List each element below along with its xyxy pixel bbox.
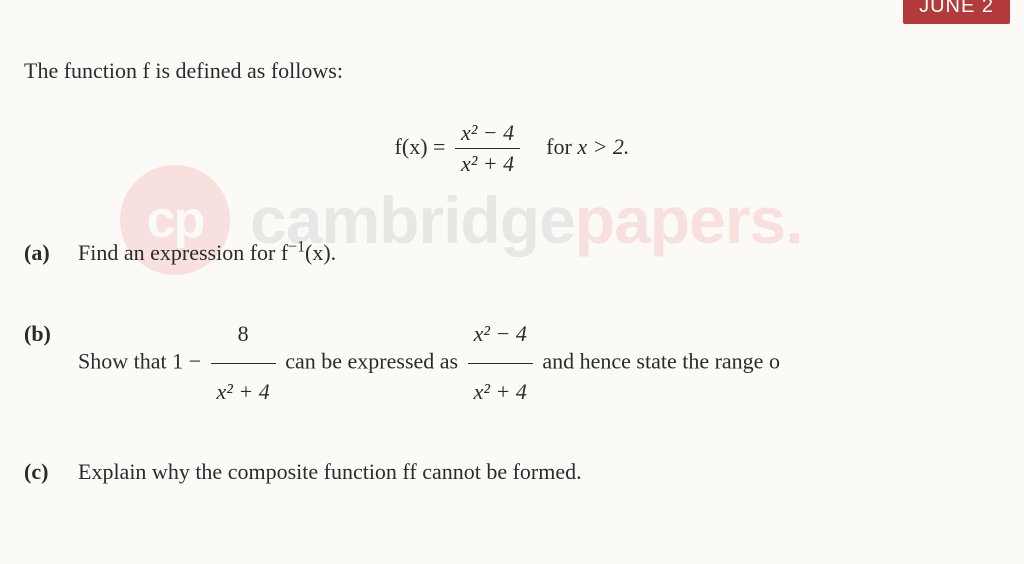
part-b-body: Show that 1 − 8 x² + 4 can be expressed …: [78, 308, 1000, 419]
part-b-fraction-1: 8 x² + 4: [211, 308, 276, 419]
part-a-label: (a): [24, 227, 78, 280]
function-definition: f(x) = x² − 4 x² + 4 for x > 2.: [24, 120, 1000, 177]
eq-fraction: x² − 4 x² + 4: [455, 120, 520, 177]
part-c: (c) Explain why the composite function f…: [24, 446, 1000, 499]
part-c-body: Explain why the composite function ff ca…: [78, 446, 1000, 499]
date-badge: JUNE 2: [903, 0, 1010, 24]
part-b: (b) Show that 1 − 8 x² + 4 can be expres…: [24, 308, 1000, 419]
part-b-label: (b): [24, 308, 78, 419]
intro-text: The function f is defined as follows:: [24, 58, 1000, 84]
part-a: (a) Find an expression for f−1(x).: [24, 227, 1000, 280]
question-body: The function f is defined as follows: f(…: [24, 58, 1000, 499]
eq-domain: for x > 2.: [546, 134, 629, 159]
part-b-fraction-2: x² − 4 x² + 4: [468, 308, 533, 419]
part-c-label: (c): [24, 446, 78, 499]
part-a-body: Find an expression for f−1(x).: [78, 227, 1000, 280]
eq-lhs: f(x) =: [395, 134, 446, 159]
badge-text: JUNE 2: [919, 0, 994, 17]
